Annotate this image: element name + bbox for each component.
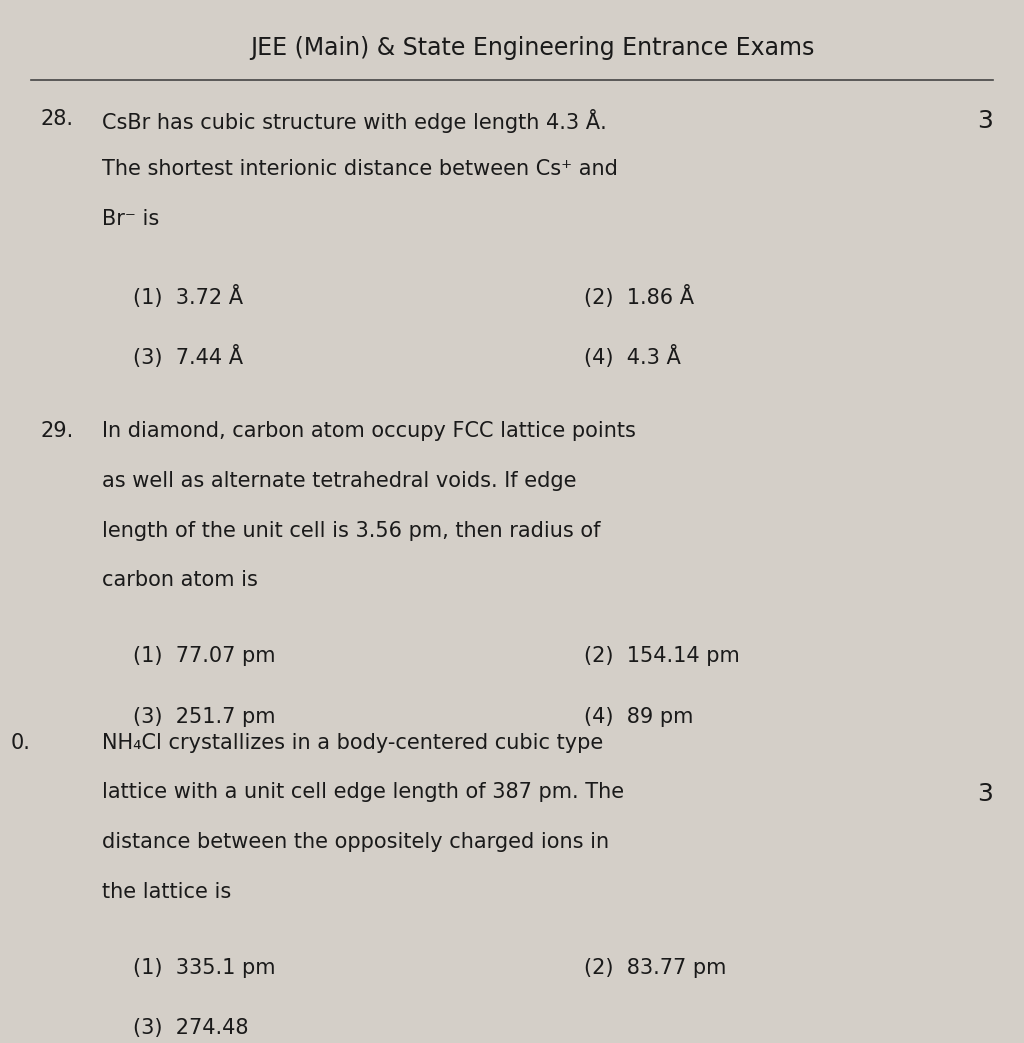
Text: NH₄Cl crystallizes in a body-centered cubic type: NH₄Cl crystallizes in a body-centered cu… [102,732,604,753]
Text: carbon atom is: carbon atom is [102,571,258,590]
Text: length of the unit cell is 3.56 pm, then radius of: length of the unit cell is 3.56 pm, then… [102,520,601,540]
Text: 28.: 28. [41,110,74,129]
Text: as well as alternate tetrahedral voids. If edge: as well as alternate tetrahedral voids. … [102,470,577,490]
Text: (4)  4.3 Å: (4) 4.3 Å [584,345,681,368]
Text: 3: 3 [977,782,993,806]
Text: 3: 3 [977,110,993,134]
Text: (2)  83.77 pm: (2) 83.77 pm [584,959,726,978]
Text: (1)  77.07 pm: (1) 77.07 pm [133,647,275,666]
Text: (1)  335.1 pm: (1) 335.1 pm [133,959,275,978]
Text: Br⁻ is: Br⁻ is [102,209,160,228]
Text: (3)  274.48: (3) 274.48 [133,1018,249,1038]
Text: the lattice is: the lattice is [102,882,231,902]
Text: The shortest interionic distance between Cs⁺ and: The shortest interionic distance between… [102,159,618,179]
Text: lattice with a unit cell edge length of 387 pm. The: lattice with a unit cell edge length of … [102,782,625,802]
Text: (3)  251.7 pm: (3) 251.7 pm [133,706,275,727]
Text: JEE (Main) & State Engineering Entrance Exams: JEE (Main) & State Engineering Entrance … [250,37,815,60]
Text: (4)  89 pm: (4) 89 pm [584,706,693,727]
Text: (2)  1.86 Å: (2) 1.86 Å [584,285,694,308]
Text: (2)  154.14 pm: (2) 154.14 pm [584,647,739,666]
Text: (1)  3.72 Å: (1) 3.72 Å [133,285,244,308]
Text: CsBr has cubic structure with edge length 4.3 Å.: CsBr has cubic structure with edge lengt… [102,110,607,134]
Text: 29.: 29. [41,420,74,441]
Text: (3)  7.44 Å: (3) 7.44 Å [133,345,244,368]
Text: In diamond, carbon atom occupy FCC lattice points: In diamond, carbon atom occupy FCC latti… [102,420,636,441]
Text: distance between the oppositely charged ions in: distance between the oppositely charged … [102,832,609,852]
Text: 0.: 0. [10,732,30,753]
